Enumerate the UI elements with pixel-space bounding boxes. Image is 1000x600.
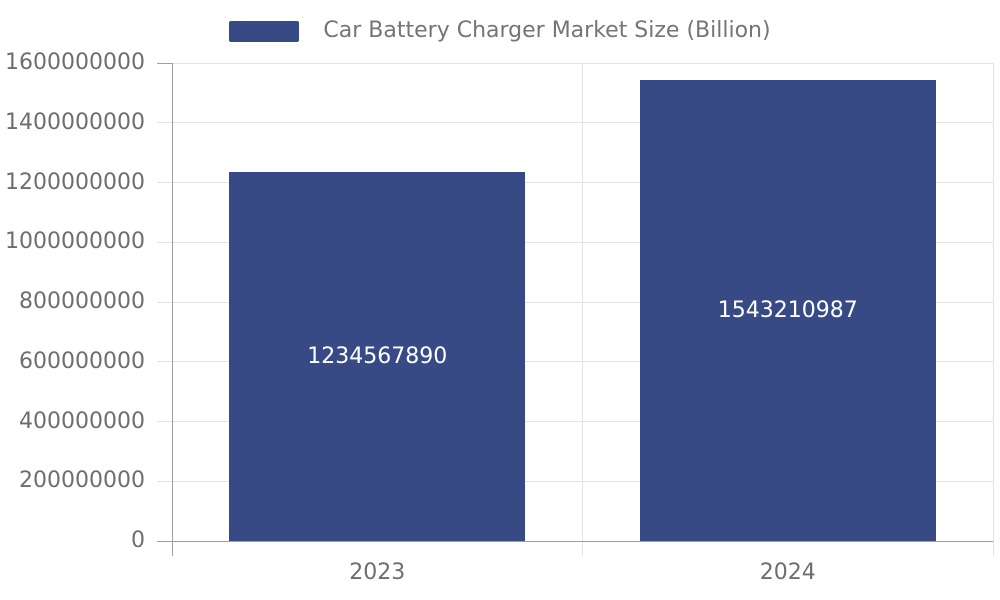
y-axis-tick-label: 1000000000 (5, 229, 145, 255)
bar-value-label: 1234567890 (307, 344, 448, 370)
y-axis-tick (157, 361, 172, 363)
y-axis-tick-label: 1600000000 (5, 50, 145, 75)
y-axis-tick (157, 540, 172, 542)
y-axis-tick-label: 0 (131, 528, 145, 553)
y-axis-tick-label: 1400000000 (5, 109, 145, 135)
y-axis-tick-label: 1200000000 (5, 169, 145, 195)
bar-2023: 1234567890 (229, 172, 526, 541)
y-axis-tick-label: 800000000 (19, 289, 145, 314)
x-axis-line (172, 540, 993, 542)
legend-swatch-icon (229, 20, 300, 42)
x-axis-tick-label: 2024 (759, 560, 816, 585)
y-axis-tick-label: 600000000 (19, 348, 145, 374)
y-axis-tick (157, 122, 172, 124)
legend-label: Car Battery Charger Market Size (Billion… (323, 18, 771, 43)
y-axis-line (171, 63, 173, 556)
y-axis-tick (157, 421, 172, 422)
y-axis-tick (157, 182, 172, 183)
y-axis-tick (157, 301, 172, 303)
plot-area: 0 200000000 400000000 600000000 800000000 100… (5, 50, 994, 585)
x-axis-tick-label: 2023 (349, 560, 406, 585)
y-axis-tick (157, 62, 172, 64)
bar-value-label: 1543210987 (717, 297, 858, 323)
category-boundary-line (582, 63, 583, 556)
y-axis-tick (157, 241, 172, 243)
y-axis-tick-label: 400000000 (19, 408, 145, 434)
y-axis-tick-label: 200000000 (19, 468, 145, 494)
legend: Car Battery Charger Market Size (Billion… (0, 17, 1000, 45)
y-axis-tick (157, 480, 172, 482)
legend-item[interactable]: Car Battery Charger Market Size (Billion… (229, 17, 771, 45)
bar-2024: 1543210987 (639, 79, 936, 541)
category-boundary-line (992, 63, 994, 556)
